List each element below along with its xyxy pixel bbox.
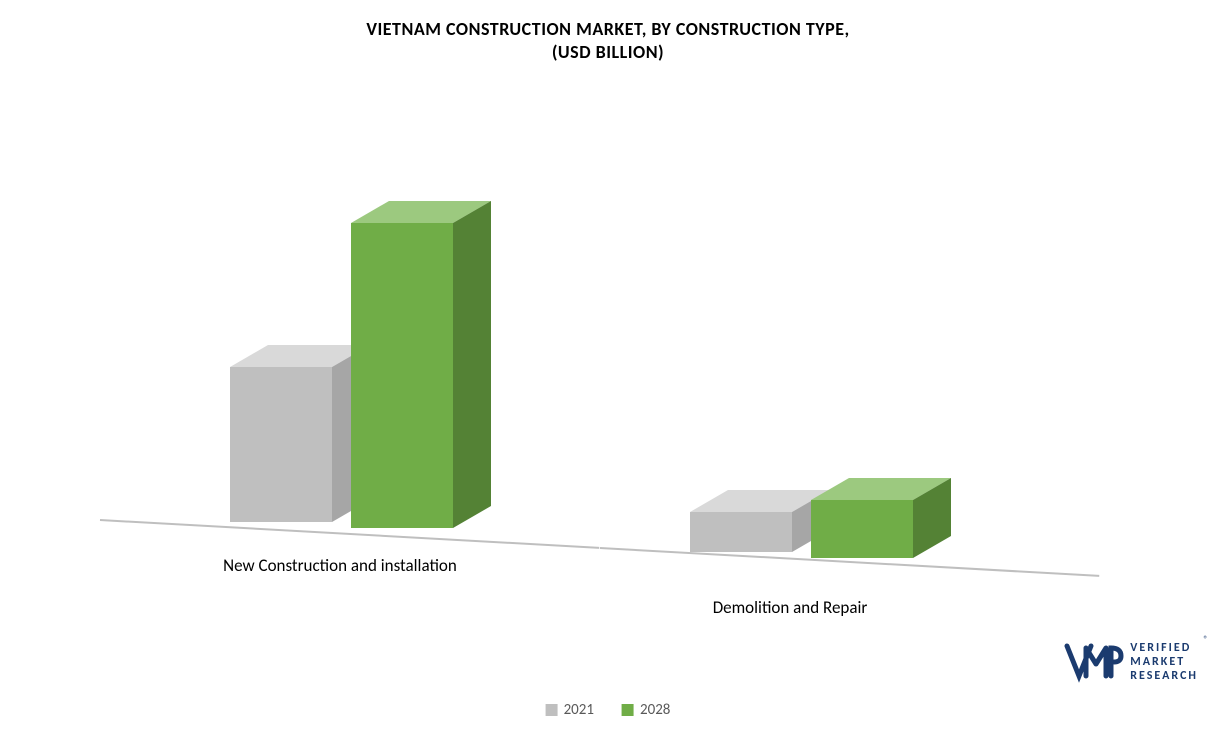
logo-text-line3: RESEARCH	[1130, 670, 1198, 684]
title-line2: (USD BILLION)	[552, 41, 664, 63]
registered-mark: ®	[1203, 634, 1208, 645]
brand-logo: VERIFIED MARKET RESEARCH ®	[1064, 640, 1198, 686]
title-line1: VIETNAM CONSTRUCTION MARKET, BY CONSTRUC…	[366, 18, 849, 40]
category-label: Demolition and Repair	[640, 597, 940, 618]
bar-front	[230, 367, 332, 522]
bar-front	[811, 500, 913, 558]
bar-2021-1	[690, 490, 830, 552]
baseline	[100, 519, 599, 549]
legend-item: 2028	[622, 701, 670, 719]
bar-front	[690, 512, 792, 552]
legend-swatch	[622, 704, 634, 716]
bar-2028-0	[351, 201, 491, 528]
legend-item: 2021	[546, 701, 594, 719]
legend-label: 2021	[564, 701, 594, 719]
logo-text-line2: MARKET	[1130, 656, 1198, 670]
bar-front	[351, 223, 453, 528]
category-label: New Construction and installation	[160, 555, 520, 576]
chart-title: VIETNAM CONSTRUCTION MARKET, BY CONSTRUC…	[0, 0, 1216, 65]
legend: 2021 2028	[546, 701, 671, 719]
chart-area: New Construction and installationDemolit…	[100, 120, 1100, 600]
vmr-logo-icon	[1064, 640, 1124, 686]
bar-side	[453, 201, 491, 528]
logo-text-line1: VERIFIED	[1130, 642, 1198, 656]
legend-swatch	[546, 704, 558, 716]
legend-label: 2028	[640, 701, 670, 719]
bar-2021-0	[230, 345, 370, 522]
bar-2028-1	[811, 478, 951, 558]
